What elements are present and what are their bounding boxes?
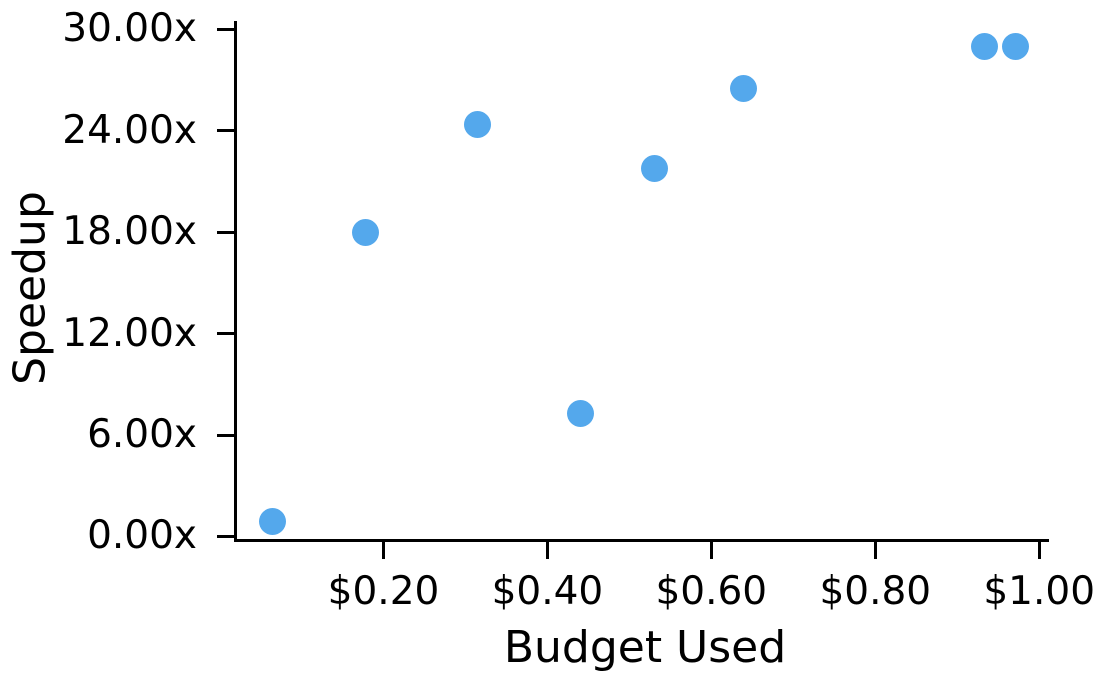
y-tick-mark [217, 332, 234, 336]
y-axis-spine [234, 21, 237, 542]
x-tick-label: $0.80 [819, 569, 932, 614]
y-tick-label: 12.00x [62, 310, 197, 356]
x-tick-mark [709, 542, 713, 559]
y-tick-mark [217, 230, 234, 234]
x-tick-mark [545, 542, 549, 559]
data-point [729, 75, 757, 103]
data-point [352, 218, 379, 246]
x-tick-mark [1037, 542, 1041, 559]
y-tick-mark [217, 534, 234, 538]
x-tick-label: $1.00 [983, 569, 1096, 614]
data-point [640, 154, 668, 182]
y-tick-mark [217, 129, 234, 133]
y-tick-label: 18.00x [62, 209, 197, 255]
y-tick-label: 0.00x [87, 513, 197, 559]
y-axis-label: Speedup [4, 191, 56, 385]
y-tick-mark [217, 27, 234, 31]
x-axis-label: Budget Used [503, 622, 787, 673]
x-tick-label: $0.40 [491, 569, 604, 614]
data-point [1001, 32, 1029, 60]
x-tick-mark [873, 542, 877, 559]
y-tick-label: 6.00x [87, 412, 197, 457]
x-tick-label: $0.60 [655, 569, 768, 614]
data-point [566, 399, 594, 427]
y-tick-label: 30.00x [62, 6, 197, 52]
x-tick-mark [382, 542, 385, 559]
data-point [258, 507, 286, 535]
data-point [464, 110, 492, 138]
y-tick-label: 24.00x [62, 107, 197, 153]
x-tick-label: $0.20 [327, 569, 440, 614]
x-axis-spine [234, 539, 1049, 542]
y-tick-mark [217, 433, 234, 437]
data-point [970, 32, 998, 60]
